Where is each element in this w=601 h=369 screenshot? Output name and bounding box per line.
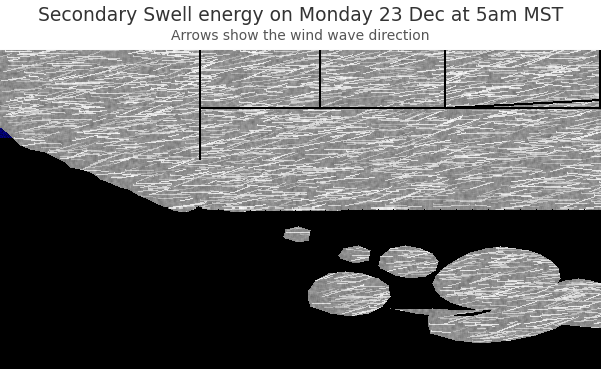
Text: Secondary Swell energy on Monday 23 Dec at 5am MST: Secondary Swell energy on Monday 23 Dec … [38,6,563,25]
Text: Arrows show the wind wave direction: Arrows show the wind wave direction [171,29,430,43]
